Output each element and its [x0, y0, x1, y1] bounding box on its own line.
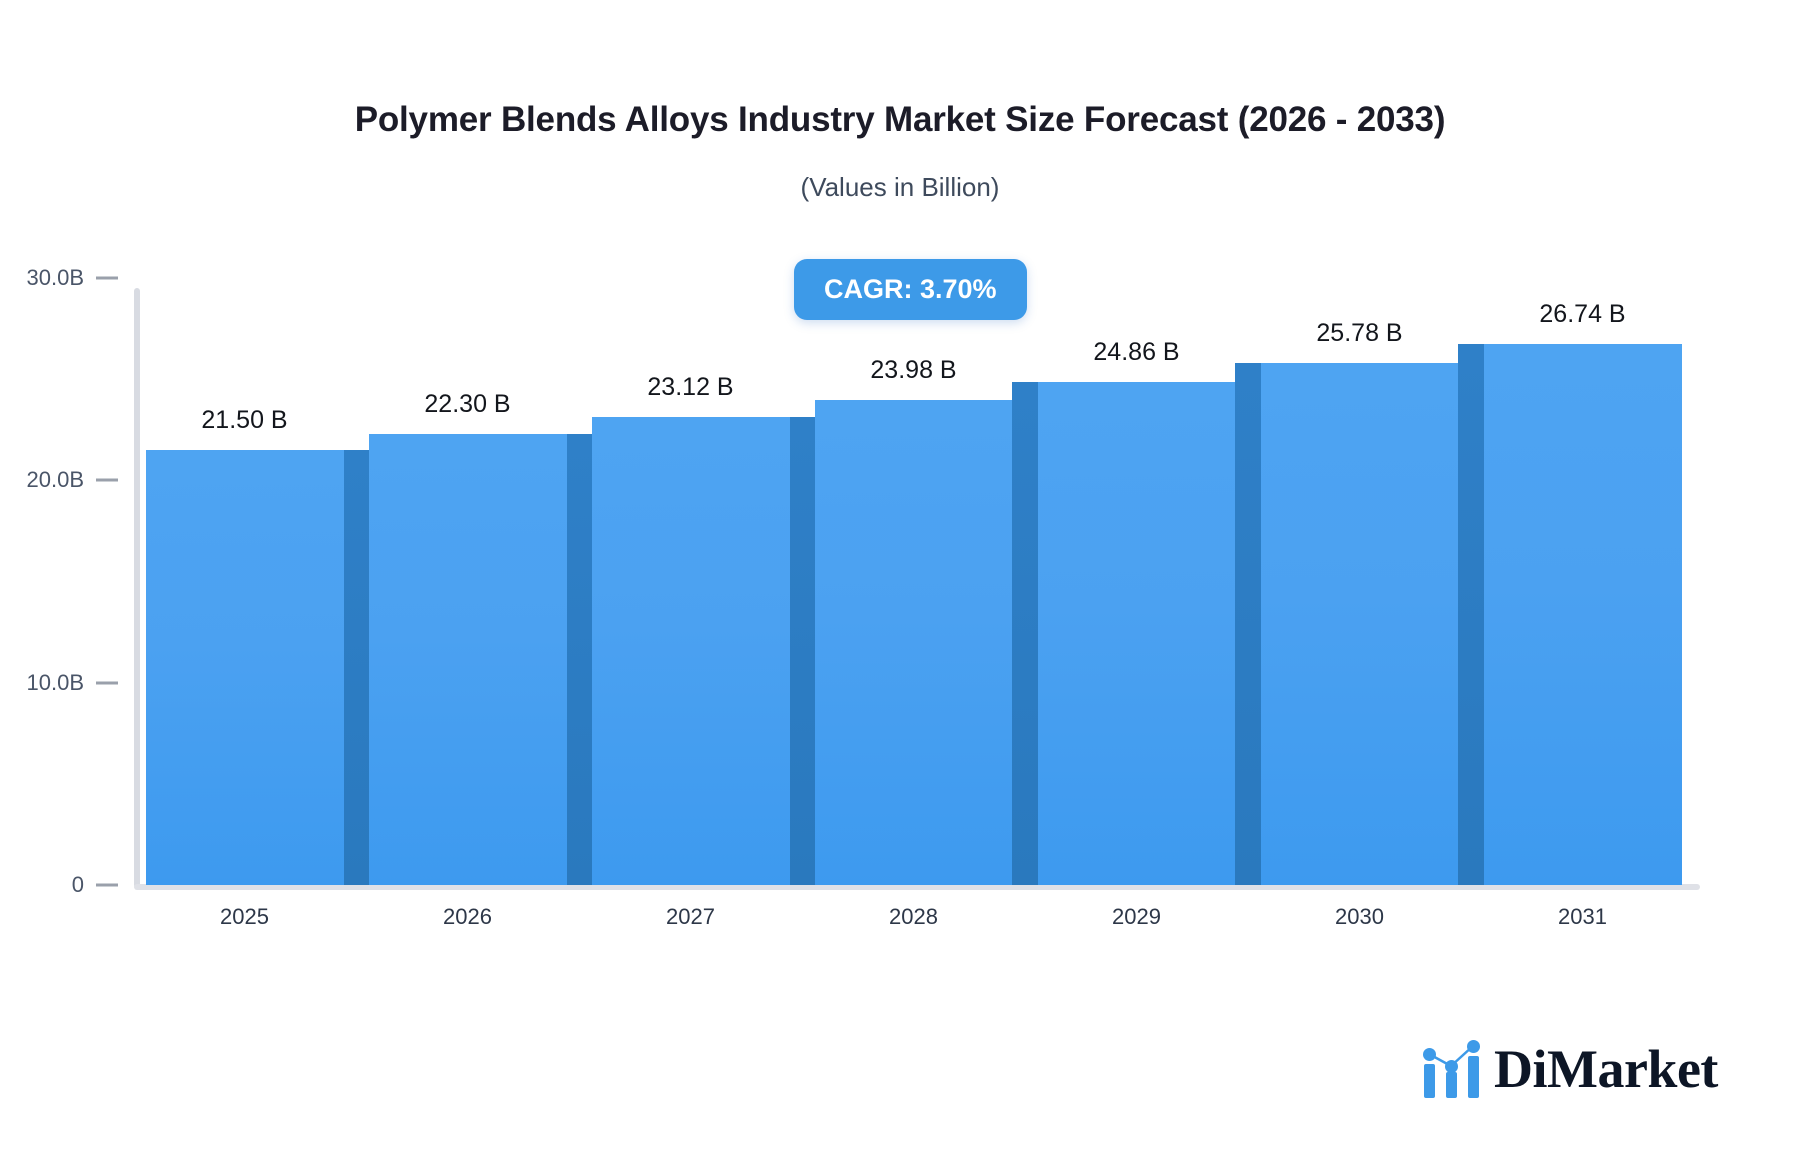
- bar-side-face: [343, 449, 370, 885]
- bar[interactable]: [1457, 343, 1682, 885]
- y-tick-label: 0: [71, 872, 84, 897]
- bar-side-face: [1457, 343, 1484, 885]
- brand-logo: DiMarket: [1423, 1038, 1718, 1100]
- bar[interactable]: [1234, 363, 1459, 885]
- bar-value-label: 25.78 B: [1316, 319, 1403, 348]
- cagr-badge: CAGR: 3.70%: [794, 259, 1027, 320]
- bar-front-face: [1483, 343, 1682, 885]
- bar-chart-dots-icon: [1423, 1040, 1480, 1098]
- bar-top-bevel: [343, 449, 370, 463]
- bar-value-label: 23.98 B: [870, 355, 957, 384]
- brand-name: DiMarket: [1494, 1039, 1718, 1099]
- bar[interactable]: [814, 399, 1013, 885]
- y-tick-mark: [96, 883, 118, 887]
- bar-side-face: [566, 433, 593, 885]
- y-axis-line: [134, 288, 140, 888]
- x-tick-label: 2028: [889, 904, 938, 929]
- bar-top-bevel: [566, 433, 593, 447]
- page-title: Polymer Blends Alloys Industry Market Si…: [354, 100, 1446, 139]
- bar-front-face: [368, 433, 567, 885]
- bar-side-face: [789, 417, 816, 885]
- y-tick-mark: [96, 478, 118, 482]
- bar-side-face: [1234, 363, 1261, 885]
- x-tick-label: 2030: [1335, 904, 1384, 929]
- bar[interactable]: [145, 449, 370, 885]
- bar-front-face: [1037, 381, 1236, 885]
- x-tick-label: 2027: [666, 904, 715, 929]
- x-tick-label: 2031: [1558, 904, 1607, 929]
- x-tick-label: 2026: [443, 904, 492, 929]
- bar-top-bevel: [789, 417, 816, 431]
- bar-value-label: 26.74 B: [1539, 299, 1626, 328]
- bar[interactable]: [591, 417, 816, 885]
- bar-value-label: 23.12 B: [647, 373, 734, 402]
- bar-value-label: 21.50 B: [201, 405, 288, 434]
- y-tick-label: 10.0B: [26, 669, 85, 695]
- x-axis-line: [134, 884, 1700, 890]
- x-tick-label: 2025: [220, 904, 269, 929]
- bar-value-label: 22.30 B: [424, 389, 511, 418]
- bar-front-face: [591, 417, 790, 885]
- x-tick-label: 2029: [1112, 904, 1161, 929]
- bar-front-face: [1260, 363, 1459, 885]
- bar-top-bevel: [1457, 343, 1484, 357]
- bar[interactable]: [1011, 381, 1236, 885]
- chart-subtitle: (Values in Billion): [800, 172, 1000, 202]
- y-tick-label: 30.0B: [26, 265, 85, 290]
- y-tick-mark: [96, 276, 118, 280]
- bar-front-face: [814, 399, 1013, 885]
- bar-top-bevel: [1011, 381, 1038, 395]
- bar-side-face: [1011, 381, 1038, 885]
- bar-top-bevel: [1234, 363, 1261, 377]
- bar[interactable]: [368, 433, 593, 885]
- bar-front-face: [145, 449, 344, 885]
- y-tick-label: 20.0B: [26, 467, 85, 493]
- y-tick-mark: [96, 681, 118, 685]
- bar-value-label: 24.86 B: [1093, 337, 1180, 366]
